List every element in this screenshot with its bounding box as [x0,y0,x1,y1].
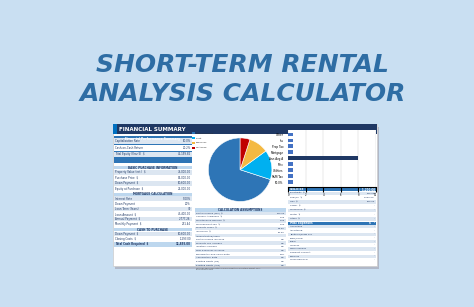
Text: SHORT-TERM RENTAL: SHORT-TERM RENTAL [97,53,389,77]
FancyBboxPatch shape [115,127,379,269]
FancyBboxPatch shape [112,124,377,266]
Text: ANALYSIS CALCULATOR: ANALYSIS CALCULATOR [80,82,406,106]
